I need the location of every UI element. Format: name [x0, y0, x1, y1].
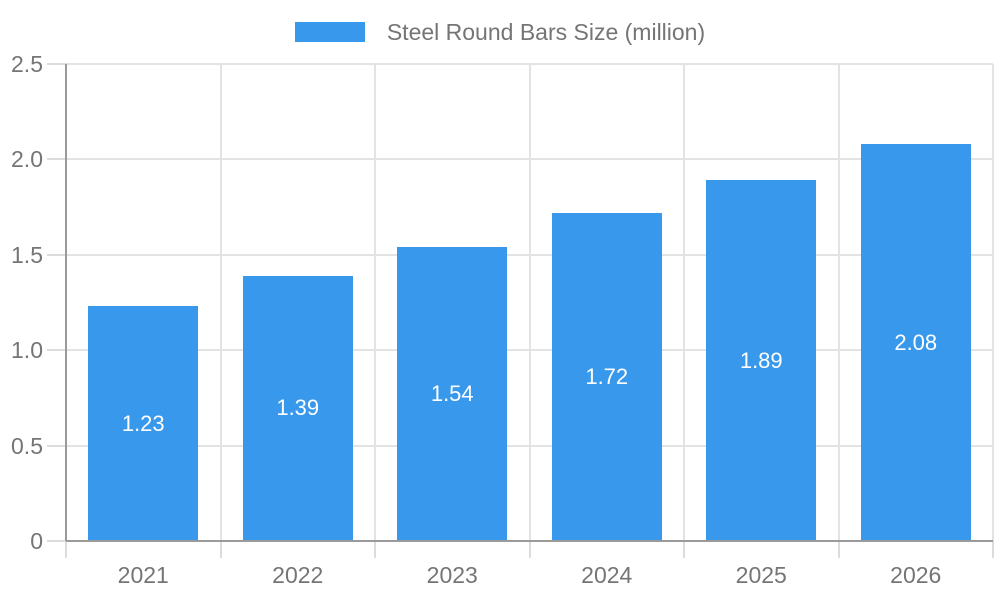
- y-axis-label: 2.5: [11, 51, 43, 77]
- x-tick: [837, 541, 840, 558]
- x-tick: [374, 541, 376, 558]
- legend-swatch: [294, 22, 365, 42]
- bar-2025[interactable]: 1.89: [706, 180, 817, 541]
- bar-value-label: 1.23: [121, 410, 165, 436]
- v-gridline: [837, 64, 840, 541]
- y-tick: [47, 540, 66, 542]
- y-tick: [47, 349, 66, 352]
- v-gridline: [374, 64, 376, 541]
- x-axis-label: 2022: [272, 562, 324, 588]
- bar-value-label: 1.72: [585, 363, 629, 389]
- v-gridline: [992, 64, 994, 541]
- x-axis-line: [66, 540, 993, 542]
- bar-value-label: 2.08: [894, 329, 938, 355]
- x-axis-label: 2021: [117, 562, 169, 588]
- bar-2026[interactable]: 2.08: [860, 144, 971, 541]
- x-tick: [683, 541, 685, 558]
- legend-label: Steel Round Bars Size (million): [386, 18, 706, 45]
- x-axis-label: 2025: [735, 562, 787, 588]
- bar-2024[interactable]: 1.72: [551, 212, 662, 541]
- y-axis-label: 2.0: [11, 146, 43, 173]
- y-axis-line: [65, 64, 67, 541]
- bar-value-label: 1.54: [430, 381, 474, 407]
- y-tick: [47, 63, 66, 65]
- plot-area: 0 0.5 1.0 1.5 2.0 2.5 1.23 2021 1.39 2022 1.54 2023…: [11, 51, 994, 588]
- x-axis-label: 2024: [581, 562, 633, 588]
- y-tick: [47, 158, 66, 161]
- x-tick: [528, 541, 531, 558]
- y-axis-label: 1.5: [11, 241, 43, 268]
- y-axis-label: 1.0: [11, 337, 43, 364]
- x-tick: [219, 541, 222, 558]
- y-axis-label: 0.5: [11, 432, 43, 459]
- bar-2022[interactable]: 1.39: [242, 275, 353, 541]
- v-gridline: [528, 64, 531, 541]
- x-axis-label: 2026: [890, 562, 942, 588]
- y-axis-label: 0: [30, 528, 43, 554]
- y-tick: [47, 253, 66, 256]
- bar-2023[interactable]: 1.54: [397, 247, 508, 541]
- bar-2021[interactable]: 1.23: [88, 306, 199, 541]
- x-tick: [65, 541, 67, 558]
- x-tick: [992, 541, 994, 558]
- x-axis-label: 2023: [426, 562, 478, 588]
- bar-value-label: 1.89: [739, 347, 783, 373]
- v-gridline: [683, 64, 685, 541]
- legend[interactable]: Steel Round Bars Size (million): [0, 18, 1000, 45]
- v-gridline: [219, 64, 222, 541]
- bar-value-label: 1.39: [276, 395, 320, 421]
- y-tick: [47, 444, 66, 447]
